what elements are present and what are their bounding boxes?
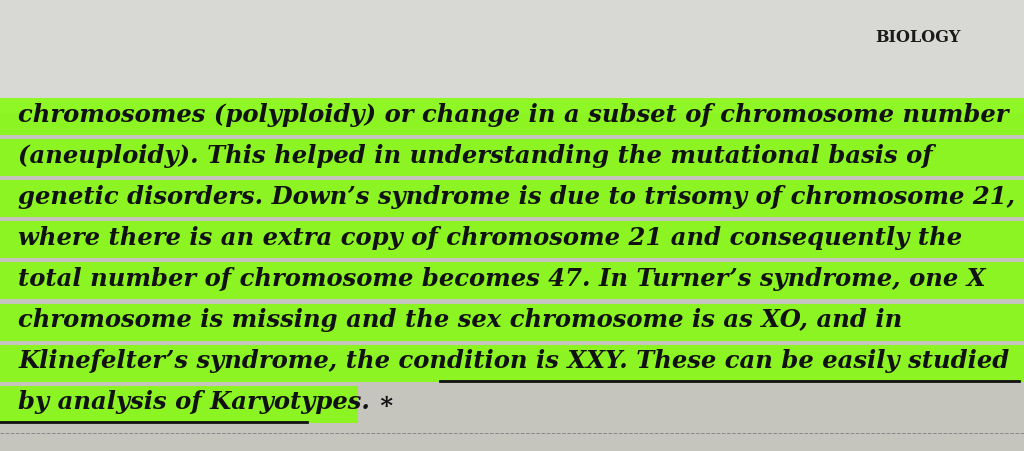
Text: genetic disorders. Down’s syndrome is due to trisomy of chromosome 21,: genetic disorders. Down’s syndrome is du… bbox=[18, 185, 1016, 209]
Text: Klinefelter’s syndrome, the condition is XXY. These can be easily studied: Klinefelter’s syndrome, the condition is… bbox=[18, 349, 1010, 373]
Text: chromosomes (polyploidy) or change in a subset of chromosome number: chromosomes (polyploidy) or change in a … bbox=[18, 103, 1009, 127]
Bar bbox=[0, 139, 1024, 176]
Text: where there is an extra copy of chromosome 21 and consequently the: where there is an extra copy of chromoso… bbox=[18, 226, 963, 250]
Bar bbox=[0, 386, 358, 423]
Bar bbox=[0, 113, 1024, 451]
Text: chromosome is missing and the sex chromosome is as XO, and in: chromosome is missing and the sex chromo… bbox=[18, 308, 903, 332]
Text: (aneuploidy). This helped in understanding the mutational basis of: (aneuploidy). This helped in understandi… bbox=[18, 144, 933, 168]
Bar bbox=[0, 180, 1024, 217]
Text: by analysis of Karyotypes. ∗: by analysis of Karyotypes. ∗ bbox=[18, 390, 395, 414]
Bar bbox=[0, 221, 1024, 258]
Bar bbox=[0, 304, 1024, 341]
Bar bbox=[0, 345, 1024, 382]
Bar bbox=[0, 98, 1024, 135]
Bar bbox=[0, 262, 1024, 299]
Text: total number of chromosome becomes 47. In Turner’s syndrome, one X: total number of chromosome becomes 47. I… bbox=[18, 267, 986, 291]
Text: BIOLOGY: BIOLOGY bbox=[876, 29, 961, 46]
